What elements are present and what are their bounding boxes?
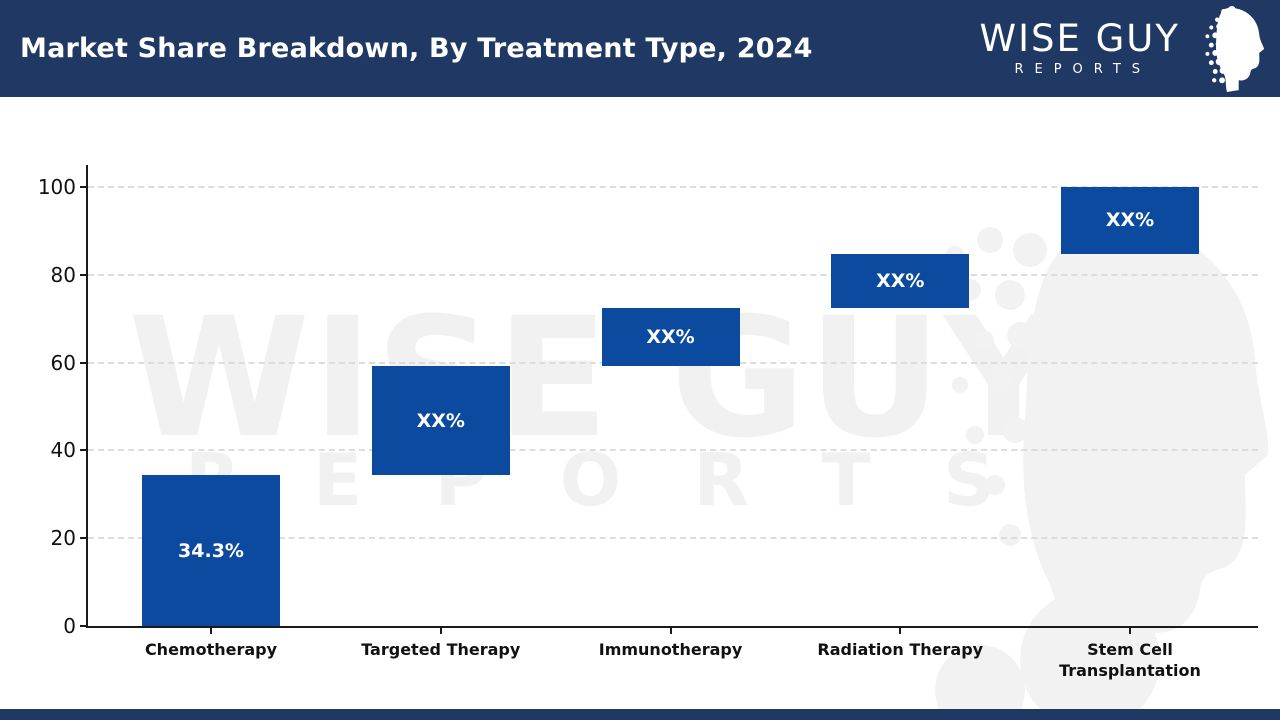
bar-chemotherapy: 34.3% bbox=[142, 475, 280, 626]
y-axis-tick-label: 60 bbox=[50, 350, 76, 375]
y-axis-tick-label: 80 bbox=[50, 262, 76, 287]
y-axis-tick-mark bbox=[80, 186, 88, 188]
y-axis-tick-label: 20 bbox=[50, 526, 76, 551]
x-axis-label-immunotherapy: Immunotherapy bbox=[598, 640, 743, 659]
gridline-80 bbox=[88, 273, 1258, 276]
bar-value-label: XX% bbox=[876, 269, 925, 292]
x-axis-tick-mark bbox=[669, 626, 672, 634]
gridline-20 bbox=[88, 537, 1258, 540]
brand-subname: REPORTS bbox=[1014, 62, 1152, 77]
x-axis-label-stem-cell-transplantation: Stem Cell Transplantation bbox=[1059, 640, 1201, 680]
y-axis-spine bbox=[86, 165, 88, 628]
header: Market Share Breakdown, By Treatment Typ… bbox=[0, 0, 1280, 97]
x-axis-tick-mark bbox=[439, 626, 442, 634]
page-title: Market Share Breakdown, By Treatment Typ… bbox=[20, 33, 813, 64]
x-axis-label-radiation-therapy: Radiation Therapy bbox=[817, 640, 984, 659]
y-axis-tick-mark bbox=[80, 449, 88, 452]
footer-bar bbox=[0, 709, 1280, 720]
x-axis-label-chemotherapy: Chemotherapy bbox=[144, 640, 278, 659]
gridline-40 bbox=[88, 449, 1258, 452]
y-axis-tick-label: 40 bbox=[50, 438, 76, 463]
bar-value-label: XX% bbox=[1105, 209, 1155, 232]
brand-logo-text: WISE GUY REPORTS bbox=[980, 20, 1180, 77]
x-axis-tick-mark bbox=[899, 626, 902, 634]
x-axis-spine bbox=[86, 626, 1258, 628]
x-axis-tick-mark bbox=[210, 626, 212, 634]
brand-logo: WISE GUY REPORTS bbox=[980, 5, 1280, 93]
y-axis-tick-mark bbox=[80, 537, 88, 540]
y-axis-tick-label: 100 bbox=[37, 175, 76, 199]
dotted-head-profile-icon bbox=[1205, 5, 1265, 92]
x-axis-label-targeted-therapy: Targeted Therapy bbox=[361, 640, 521, 659]
y-axis-tick-mark bbox=[80, 625, 88, 627]
y-axis-tick-label: 0 bbox=[63, 614, 76, 638]
brand-name: WISE GUY bbox=[979, 17, 1180, 60]
bar-value-label: 34.3% bbox=[178, 539, 244, 562]
bar-stem-cell-transplantation: XX% bbox=[1061, 187, 1199, 254]
y-axis-tick-mark bbox=[80, 273, 88, 276]
bar-targeted-therapy: XX% bbox=[371, 365, 510, 476]
bar-immunotherapy: XX% bbox=[601, 307, 740, 366]
bar-value-label: XX% bbox=[416, 409, 465, 432]
y-axis-tick-mark bbox=[80, 361, 88, 364]
gridline-100 bbox=[88, 186, 1258, 188]
bar-radiation-therapy: XX% bbox=[831, 253, 970, 308]
bar-value-label: XX% bbox=[646, 325, 695, 348]
